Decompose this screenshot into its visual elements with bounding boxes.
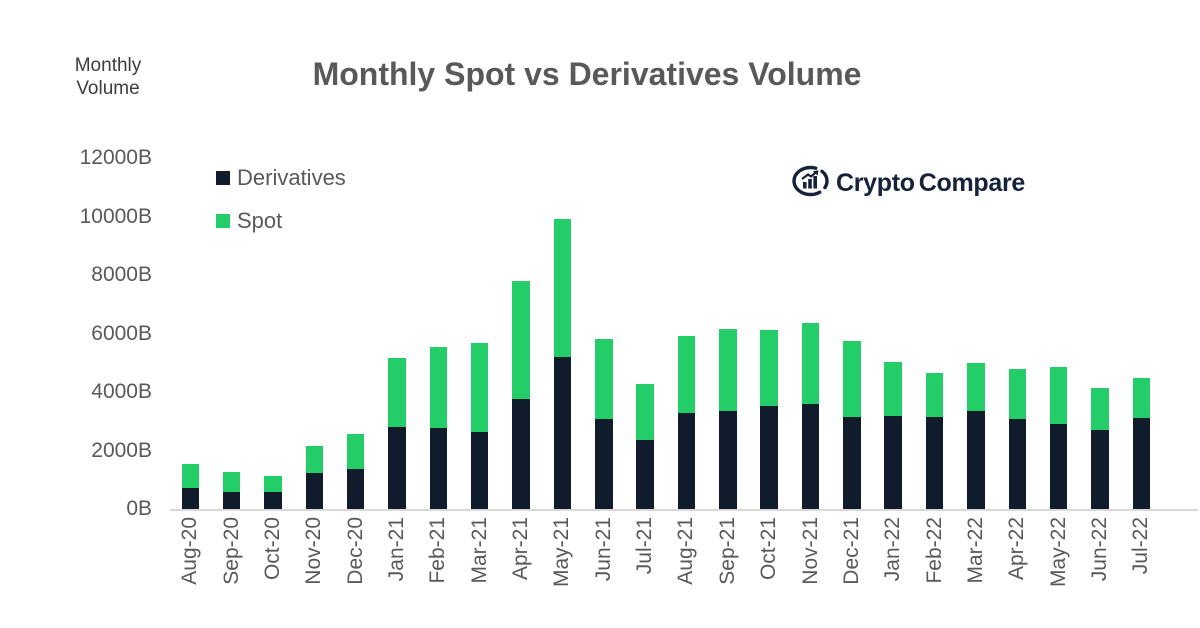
x-axis-tick-label: Feb-22 — [922, 517, 946, 584]
spot-swatch-icon — [216, 214, 230, 228]
bar-segment-spot-jan-22 — [884, 361, 902, 416]
x-axis-tick-label: Jan-22 — [881, 517, 905, 582]
bar-segment-derivatives-jul-22 — [1132, 418, 1151, 509]
x-axis-tick-label: Dec-20 — [343, 517, 367, 585]
cryptocompare-chart-icon — [791, 163, 831, 204]
bar-segment-spot-jun-21 — [595, 339, 613, 420]
bar-segment-derivatives-jun-21 — [595, 419, 613, 509]
bar-segment-spot-nov-21 — [801, 323, 820, 405]
bar-segment-spot-oct-20 — [264, 475, 282, 493]
bar-segment-spot-aug-21 — [677, 336, 696, 414]
x-axis-tick-label: Nov-20 — [302, 517, 326, 585]
bar-segment-spot-jul-22 — [1132, 377, 1151, 419]
bar-segment-spot-nov-20 — [305, 446, 324, 474]
bar-segment-spot-apr-22 — [1008, 369, 1026, 420]
bar-segment-spot-mar-22 — [967, 362, 985, 411]
legend-label-derivatives: Derivatives — [237, 165, 346, 190]
bar-segment-spot-dec-20 — [346, 433, 365, 470]
x-axis-tick-label: Nov-21 — [798, 517, 822, 585]
y-axis-tick-label: 8000B — [91, 263, 152, 286]
x-axis-tick-label: Aug-20 — [178, 517, 202, 585]
bar-segment-spot-feb-22 — [925, 373, 944, 418]
bar-segment-derivatives-sep-20 — [222, 492, 241, 509]
x-axis-tick-label: May-21 — [550, 517, 574, 588]
bar-segment-derivatives-mar-21 — [470, 431, 489, 509]
chart-legend: Derivatives Spot — [216, 165, 346, 251]
bar-segment-derivatives-sep-21 — [719, 411, 737, 509]
x-axis-tick-label: Apr-22 — [1005, 517, 1029, 581]
y-axis-tick-label: 0B — [126, 497, 152, 520]
bar-segment-spot-oct-21 — [760, 329, 778, 407]
y-axis-tick-label: 6000B — [91, 321, 152, 345]
x-axis-tick-label: Mar-21 — [467, 517, 491, 584]
bar-segment-derivatives-jun-22 — [1091, 430, 1109, 509]
bar-segment-derivatives-feb-21 — [429, 427, 448, 509]
bar-segment-spot-sep-21 — [719, 328, 737, 411]
bar-segment-derivatives-jul-21 — [636, 439, 654, 509]
x-axis-tick-label: Dec-21 — [839, 517, 863, 585]
bar-segment-spot-jan-21 — [388, 357, 406, 427]
y-axis-tick-label: 10000B — [79, 204, 152, 228]
x-axis-tick-label: Jul-21 — [633, 517, 657, 575]
bar-segment-derivatives-may-22 — [1049, 424, 1068, 509]
chart-title: Monthly Spot vs Derivatives Volume — [312, 56, 862, 92]
y-axis-tick-label: 12000B — [79, 146, 152, 169]
x-axis-tick-label: Jan-21 — [385, 517, 408, 582]
legend-label-spot: Spot — [237, 208, 283, 233]
cryptocompare-logo-text: Crypto Compare — [836, 169, 1025, 198]
x-axis-tick-label: Jun-21 — [591, 517, 615, 582]
bar-segment-derivatives-dec-20 — [346, 469, 365, 509]
legend-item-spot: Spot — [216, 208, 346, 234]
x-axis-tick-label: Sep-21 — [715, 517, 739, 585]
x-axis-tick-label: Oct-21 — [757, 517, 781, 581]
bar-segment-derivatives-aug-21 — [677, 413, 696, 509]
bar-segment-spot-dec-21 — [843, 340, 861, 417]
bar-segment-derivatives-apr-22 — [1008, 419, 1026, 509]
bar-segment-derivatives-may-21 — [553, 357, 572, 509]
bar-segment-spot-may-21 — [553, 219, 572, 358]
bar-segment-spot-may-22 — [1049, 366, 1068, 425]
cryptocompare-logo: Crypto Compare — [791, 163, 1025, 204]
bar-segment-derivatives-apr-21 — [512, 399, 530, 509]
legend-item-derivatives: Derivatives — [216, 165, 346, 191]
bar-segment-derivatives-feb-22 — [925, 417, 944, 509]
x-axis-tick-label: Mar-22 — [963, 517, 987, 584]
x-axis-tick-label: Aug-21 — [674, 517, 698, 585]
bar-segment-spot-sep-20 — [222, 471, 241, 493]
x-axis-tick-label: Jul-22 — [1129, 517, 1153, 575]
logo-text-crypto: Crypto — [836, 169, 915, 197]
x-axis-tick-label: May-22 — [1046, 517, 1070, 588]
bar-segment-spot-aug-20 — [181, 463, 199, 488]
bar-segment-spot-feb-21 — [429, 346, 448, 428]
y-axis-tick-label: 2000B — [91, 438, 152, 462]
y-axis-unit-label: Monthly Volume — [74, 55, 142, 99]
y-axis-tick-label: 4000B — [91, 380, 152, 403]
bar-segment-spot-jun-22 — [1091, 388, 1109, 430]
x-axis-tick-label: Apr-21 — [509, 517, 533, 581]
x-axis-tick-label: Jun-22 — [1087, 517, 1111, 582]
bar-segment-derivatives-aug-20 — [181, 487, 199, 509]
bar-segment-derivatives-nov-20 — [305, 473, 324, 509]
bar-segment-spot-apr-21 — [512, 280, 530, 400]
x-axis-tick-label: Sep-20 — [219, 517, 243, 585]
bar-segment-derivatives-dec-21 — [843, 416, 861, 509]
x-axis-line — [170, 509, 1198, 511]
bar-segment-derivatives-jan-21 — [388, 426, 406, 509]
bar-segment-derivatives-mar-22 — [967, 411, 985, 509]
x-axis-tick-label: Oct-20 — [260, 517, 284, 581]
bar-segment-derivatives-nov-21 — [801, 404, 820, 509]
bar-segment-derivatives-oct-21 — [760, 406, 778, 509]
x-axis-tick-label: Feb-21 — [426, 517, 450, 584]
bar-segment-spot-jul-21 — [636, 384, 654, 440]
bar-segment-derivatives-oct-20 — [264, 492, 282, 509]
bar-segment-spot-mar-21 — [470, 342, 489, 432]
derivatives-swatch-icon — [216, 171, 230, 185]
logo-text-compare: Compare — [918, 169, 1026, 197]
bar-segment-derivatives-jan-22 — [884, 415, 902, 509]
